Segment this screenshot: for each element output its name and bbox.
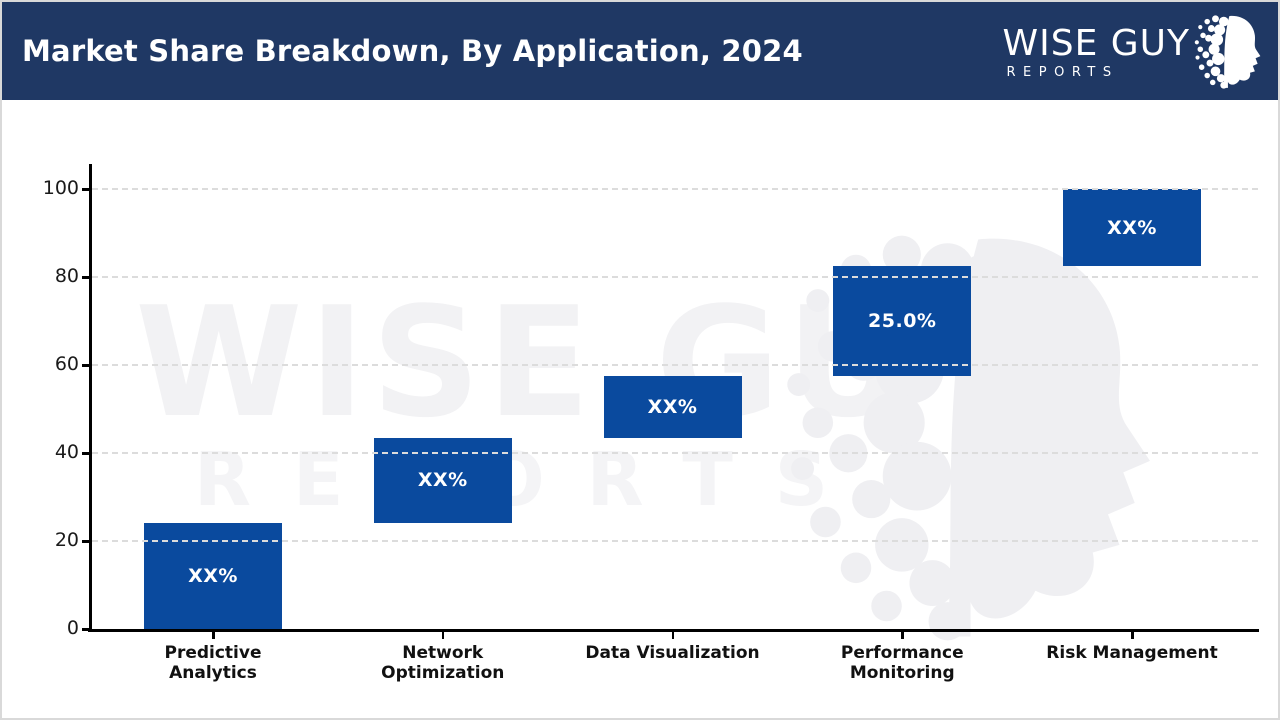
logo-brand-text: WISE GUY	[1002, 22, 1190, 64]
gridline	[92, 276, 1258, 278]
logo-head-icon	[1194, 15, 1261, 89]
x-tick-label: Predictive Analytics	[164, 643, 262, 683]
bar: XX%	[603, 376, 742, 438]
y-tick-label: 0	[66, 617, 79, 639]
x-tick	[441, 632, 445, 639]
bar-value-label: 25.0%	[868, 310, 937, 332]
y-tick-label: 60	[54, 353, 79, 375]
page-title: Market Share Breakdown, By Application, …	[22, 34, 803, 68]
header: Market Share Breakdown, By Application, …	[2, 2, 1278, 100]
gridline	[92, 188, 1258, 190]
bar: XX%	[1063, 189, 1201, 266]
x-tick	[212, 632, 215, 639]
x-tick-label: Network Optimization	[381, 643, 505, 683]
x-tick	[1131, 632, 1134, 639]
logo-wordmark: WISE GUY REPORTS	[1002, 22, 1191, 80]
y-axis-spine	[89, 164, 92, 631]
bar: 25.0%	[833, 266, 972, 376]
bar-value-label: XX%	[1107, 216, 1157, 239]
y-tick	[82, 364, 89, 367]
bar-value-label: XX%	[417, 469, 468, 492]
watermark-text: REPORTS	[194, 437, 871, 523]
x-tick-label: Risk Management	[1046, 643, 1218, 663]
bar: XX%	[373, 437, 512, 524]
y-tick	[82, 188, 89, 191]
y-tick-label: 40	[54, 441, 79, 463]
logo: WISE GUY REPORTS	[1003, 8, 1269, 96]
x-tick	[671, 632, 674, 639]
x-tick-label: Performance Monitoring	[840, 643, 964, 683]
y-tick	[82, 540, 89, 543]
x-tick	[901, 632, 904, 639]
x-axis-spine	[88, 629, 1259, 632]
y-tick-label: 20	[54, 529, 79, 551]
x-tick-label: Data Visualization	[585, 643, 760, 663]
y-tick	[82, 628, 89, 631]
y-tick	[82, 276, 89, 279]
y-tick-label: 80	[54, 265, 79, 287]
y-tick	[82, 452, 89, 455]
bar-value-label: XX%	[188, 565, 238, 588]
gridline	[92, 452, 1258, 454]
gridline	[92, 540, 1258, 542]
y-tick-label: 100	[42, 177, 79, 199]
bar-value-label: XX%	[647, 395, 698, 418]
logo-sub-text: REPORTS	[1006, 64, 1119, 80]
gridline	[92, 364, 1258, 366]
